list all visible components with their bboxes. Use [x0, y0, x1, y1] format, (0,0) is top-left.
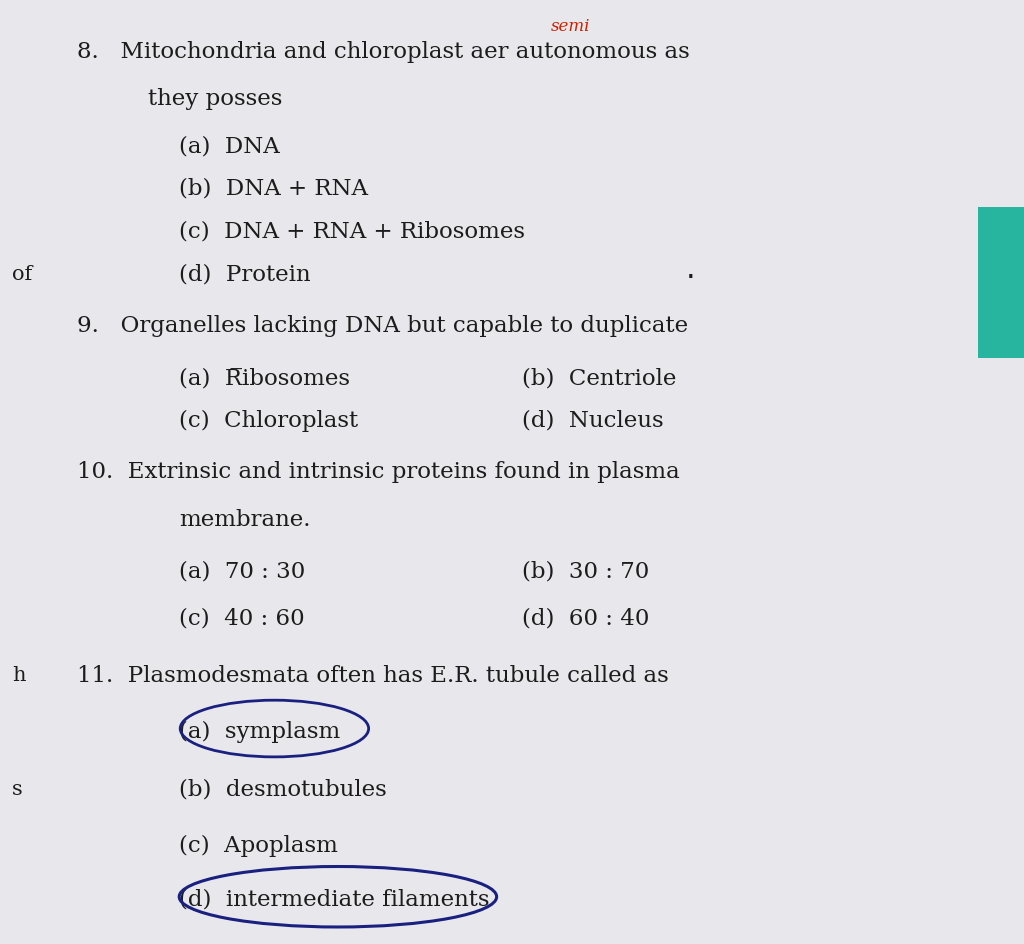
Text: (d)  Nucleus: (d) Nucleus: [522, 409, 664, 431]
Text: (c)  40 : 60: (c) 40 : 60: [179, 607, 305, 630]
Text: (c)  Chloroplast: (c) Chloroplast: [179, 409, 358, 431]
Text: (d)  60 : 40: (d) 60 : 40: [522, 607, 649, 630]
Text: 9.   Organelles lacking DNA but capable to duplicate: 9. Organelles lacking DNA but capable to…: [77, 314, 688, 337]
Text: (b)  30 : 70: (b) 30 : 70: [522, 560, 649, 582]
Text: h: h: [12, 666, 26, 684]
Text: 10.  Extrinsic and intrinsic proteins found in plasma: 10. Extrinsic and intrinsic proteins fou…: [77, 461, 680, 483]
Text: (a)  70 : 30: (a) 70 : 30: [179, 560, 305, 582]
Text: of: of: [12, 264, 33, 283]
Text: 8.   Mitochondria and chloroplast aer autonomous as: 8. Mitochondria and chloroplast aer auto…: [77, 41, 689, 63]
Text: (d)  intermediate filaments: (d) intermediate filaments: [179, 887, 489, 910]
Text: (b)  desmotubules: (b) desmotubules: [179, 777, 387, 800]
Text: (c)  Apoplasm: (c) Apoplasm: [179, 834, 338, 856]
Text: s: s: [12, 779, 23, 798]
Text: semi: semi: [551, 18, 591, 35]
Text: they posses: they posses: [148, 88, 283, 110]
Text: (a)  R̅ibosomes: (a) R̅ibosomes: [179, 366, 350, 389]
Text: (b)  Centriole: (b) Centriole: [522, 366, 677, 389]
Text: (b)  DNA + RNA: (b) DNA + RNA: [179, 177, 369, 200]
Text: .: .: [686, 255, 695, 283]
Text: membrane.: membrane.: [179, 508, 310, 531]
Text: (a)  symplasm: (a) symplasm: [179, 720, 340, 743]
Text: (c)  DNA + RNA + Ribosomes: (c) DNA + RNA + Ribosomes: [179, 220, 525, 243]
Text: (a)  DNA: (a) DNA: [179, 135, 280, 158]
Text: (d)  Protein: (d) Protein: [179, 262, 311, 285]
Bar: [978, 208, 1024, 359]
Text: 11.  Plasmodesmata often has E.R. tubule called as: 11. Plasmodesmata often has E.R. tubule …: [77, 664, 669, 686]
